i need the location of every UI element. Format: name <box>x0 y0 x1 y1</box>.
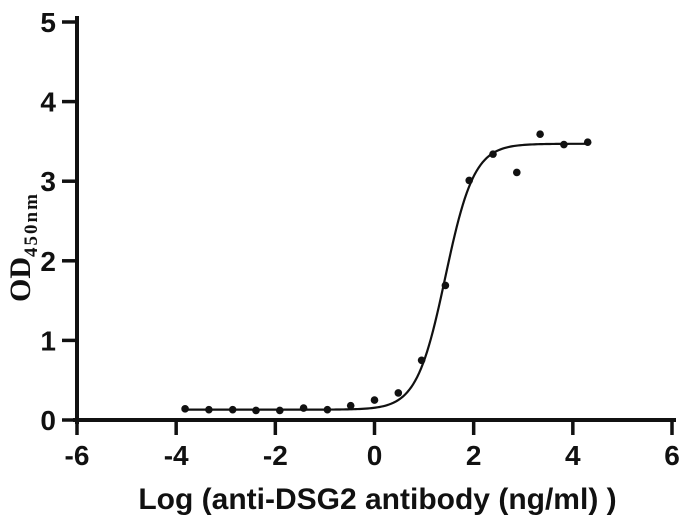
data-point <box>417 356 426 365</box>
x-axis-title: Log (anti-DSG2 antibody (ng/ml) ) <box>138 483 616 516</box>
data-point <box>252 406 260 415</box>
data-point <box>536 130 544 139</box>
data-point <box>275 406 284 415</box>
data-point <box>583 138 592 146</box>
data-point <box>370 396 379 404</box>
y-tick-label: 3 <box>40 166 56 197</box>
x-tick-label: -4 <box>164 440 189 471</box>
y-axis-title: OD450nm <box>4 192 42 302</box>
data-point <box>465 176 474 185</box>
x-tick-label: -6 <box>65 440 90 471</box>
data-point <box>323 405 332 414</box>
data-point <box>228 405 237 414</box>
data-point <box>489 150 497 158</box>
fit-curve <box>183 142 589 411</box>
x-tick-label: 6 <box>664 440 680 471</box>
x-tick-label: 2 <box>466 440 482 471</box>
y-tick-label: 4 <box>40 87 56 118</box>
data-point <box>181 405 189 413</box>
y-tick-label: 1 <box>40 325 56 356</box>
x-tick-label: 4 <box>565 440 581 471</box>
data-point <box>299 404 308 412</box>
x-tick-label: -2 <box>263 440 288 471</box>
data-point <box>441 281 450 290</box>
data-point <box>560 140 568 149</box>
data-point <box>394 389 403 397</box>
data-point <box>205 405 213 414</box>
x-tick-label: 0 <box>367 440 383 471</box>
y-tick-label: 5 <box>40 7 56 38</box>
data-point <box>513 168 521 177</box>
y-tick-label: 0 <box>40 405 56 436</box>
y-tick-label: 2 <box>40 246 56 277</box>
data-point <box>346 401 355 410</box>
